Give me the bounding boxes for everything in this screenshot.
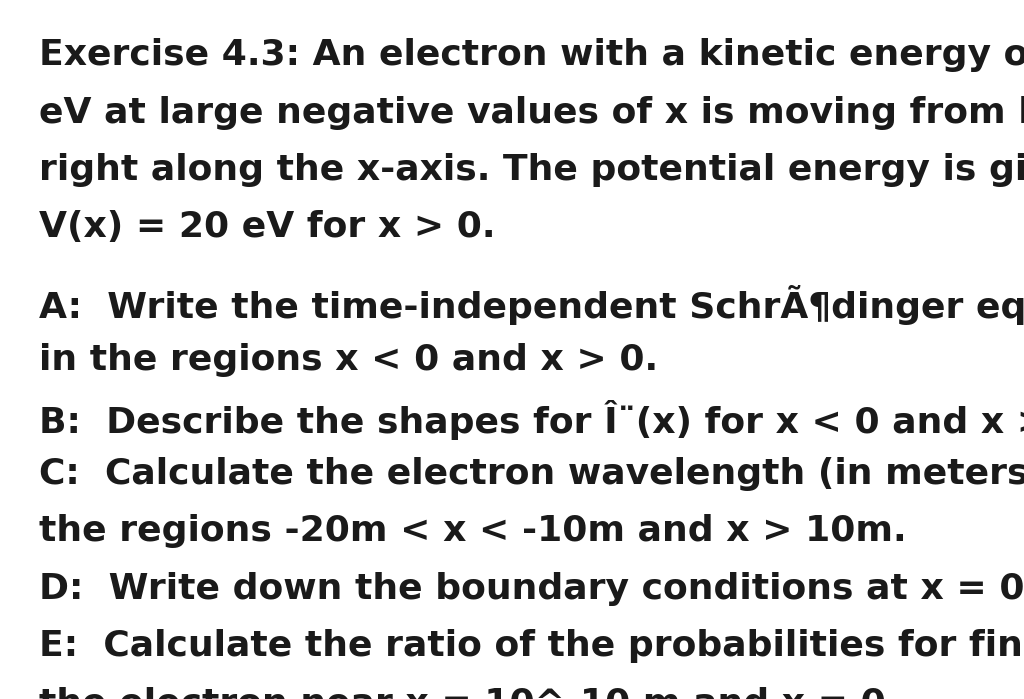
Text: in the regions x < 0 and x > 0.: in the regions x < 0 and x > 0.	[39, 343, 658, 377]
Text: A:  Write the time-independent SchrÃ¶dinger equation: A: Write the time-independent SchrÃ¶ding…	[39, 285, 1024, 325]
Text: B:  Describe the shapes for Î¨̈(x) for x < 0 and x > 0.: B: Describe the shapes for Î¨̈(x) for x …	[39, 400, 1024, 440]
Text: Exercise 4.3: An electron with a kinetic energy of 10: Exercise 4.3: An electron with a kinetic…	[39, 38, 1024, 73]
Text: V(x) = 20 eV for x > 0.: V(x) = 20 eV for x > 0.	[39, 210, 496, 245]
Text: right along the x-axis. The potential energy is given by: right along the x-axis. The potential en…	[39, 153, 1024, 187]
Text: D:  Write down the boundary conditions at x = 0.: D: Write down the boundary conditions at…	[39, 572, 1024, 606]
Text: the electron near x = 10^-10 m and x = 0.: the electron near x = 10^-10 m and x = 0…	[39, 686, 899, 699]
Text: eV at large negative values of x is moving from left to: eV at large negative values of x is movi…	[39, 96, 1024, 130]
Text: E:  Calculate the ratio of the probabilities for finding: E: Calculate the ratio of the probabilit…	[39, 629, 1024, 663]
Text: C:  Calculate the electron wavelength (in meters) in: C: Calculate the electron wavelength (in…	[39, 457, 1024, 491]
Text: the regions -20m < x < -10m and x > 10m.: the regions -20m < x < -10m and x > 10m.	[39, 514, 906, 549]
